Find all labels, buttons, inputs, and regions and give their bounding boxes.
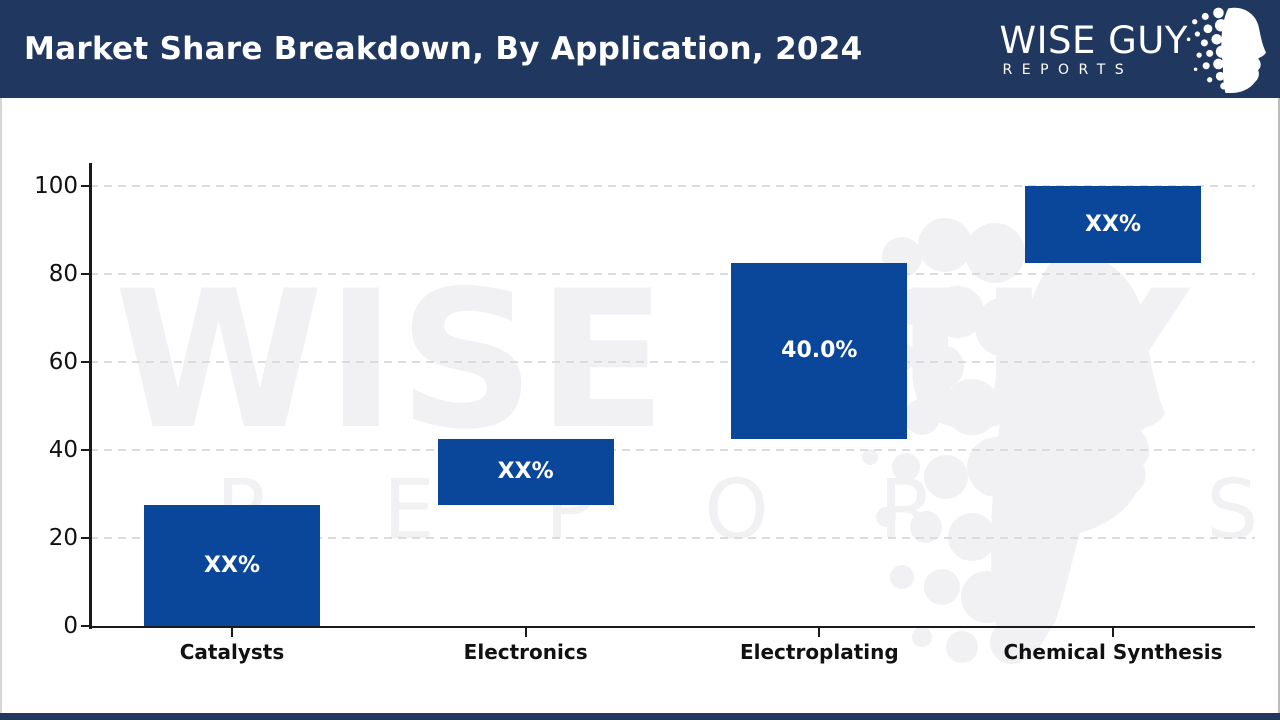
bar-value-label: XX% bbox=[204, 552, 260, 578]
x-category-label: Electronics bbox=[463, 640, 588, 664]
y-tick-60 bbox=[81, 361, 90, 363]
y-tick-label-20: 20 bbox=[48, 525, 78, 551]
page-title: Market Share Breakdown, By Application, … bbox=[24, 31, 863, 67]
wise-guy-logo: WISE GUY REPORTS bbox=[1000, 4, 1270, 94]
x-axis-spine bbox=[89, 625, 1255, 628]
x-category-label: Chemical Synthesis bbox=[1003, 640, 1223, 664]
bar-value-label: XX% bbox=[1085, 211, 1141, 237]
bar-value-label: XX% bbox=[497, 459, 554, 484]
y-tick-100 bbox=[81, 185, 90, 187]
bar-catalysts bbox=[144, 505, 320, 626]
y-tick-label-40: 40 bbox=[48, 437, 78, 463]
x-tick-2 bbox=[818, 628, 821, 637]
logo-brand-sub: REPORTS bbox=[1002, 61, 1134, 78]
gridline-40 bbox=[90, 449, 1255, 451]
bar-electronics bbox=[437, 439, 614, 505]
x-tick-3 bbox=[1112, 628, 1114, 637]
y-tick-0 bbox=[81, 625, 90, 627]
y-axis-spine bbox=[89, 163, 92, 629]
x-category-label: Catalysts bbox=[179, 640, 285, 664]
gridline-80 bbox=[90, 273, 1255, 275]
bar-electroplating bbox=[731, 263, 908, 439]
wise-guy-logo-text: WISE GUY REPORTS bbox=[999, 18, 1188, 78]
gridline-100 bbox=[90, 185, 1255, 187]
y-tick-label-0: 0 bbox=[63, 613, 78, 639]
header-bar: Market Share Breakdown, By Application, … bbox=[0, 0, 1280, 98]
gridline-60 bbox=[90, 361, 1255, 363]
y-tick-40 bbox=[81, 449, 90, 451]
logo-head-icon bbox=[1186, 7, 1266, 93]
footer-bar bbox=[0, 713, 1280, 720]
bar-value-label: 40.0% bbox=[781, 338, 858, 363]
y-tick-label-80: 80 bbox=[48, 261, 78, 287]
y-tick-80 bbox=[81, 273, 90, 275]
y-tick-label-100: 100 bbox=[34, 173, 78, 199]
x-tick-0 bbox=[231, 628, 233, 637]
chart-canvas: WISE GUY R E P O R T S 0 20 40 60 80 100 XX% Ca… bbox=[0, 98, 1280, 714]
y-tick-label-60: 60 bbox=[48, 349, 78, 375]
logo-brand-name: WISE GUY bbox=[999, 18, 1188, 62]
bar-chemical-synthesis bbox=[1025, 186, 1201, 263]
x-category-label: Electroplating bbox=[739, 640, 899, 664]
x-tick-1 bbox=[524, 628, 527, 637]
gridline-20 bbox=[90, 537, 1255, 539]
y-tick-20 bbox=[81, 537, 90, 539]
